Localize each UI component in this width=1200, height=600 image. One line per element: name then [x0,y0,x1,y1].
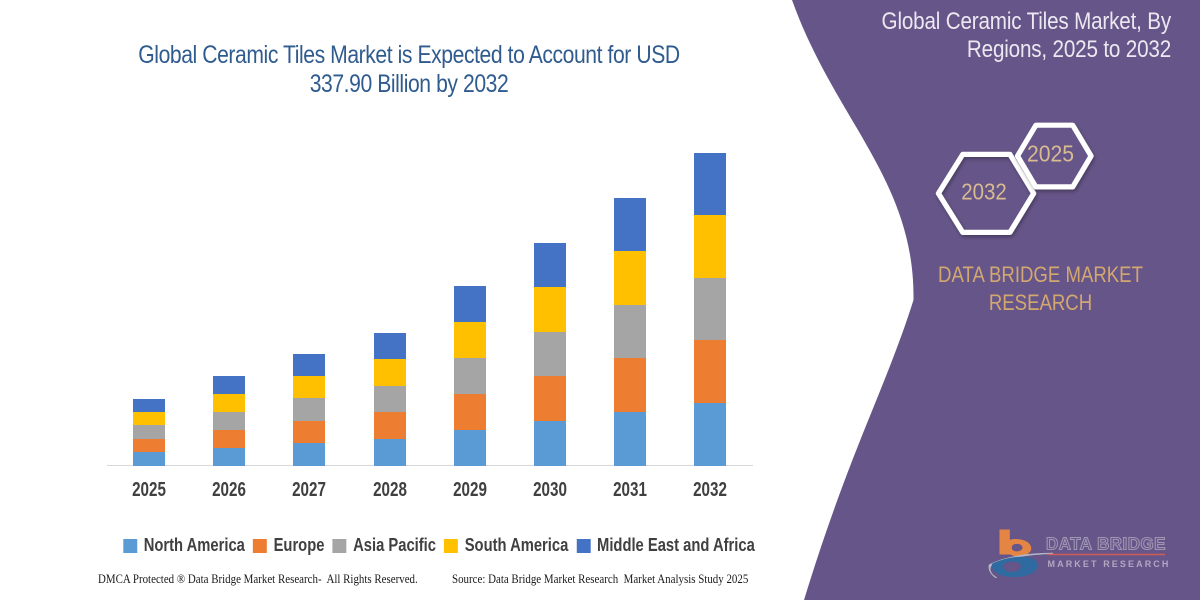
svg-text:2025: 2025 [1027,141,1074,167]
svg-text:2032: 2032 [961,178,1007,204]
svg-text:MARKET RESEARCH: MARKET RESEARCH [1048,559,1171,569]
svg-text:DATA BRIDGE: DATA BRIDGE [1046,533,1166,553]
